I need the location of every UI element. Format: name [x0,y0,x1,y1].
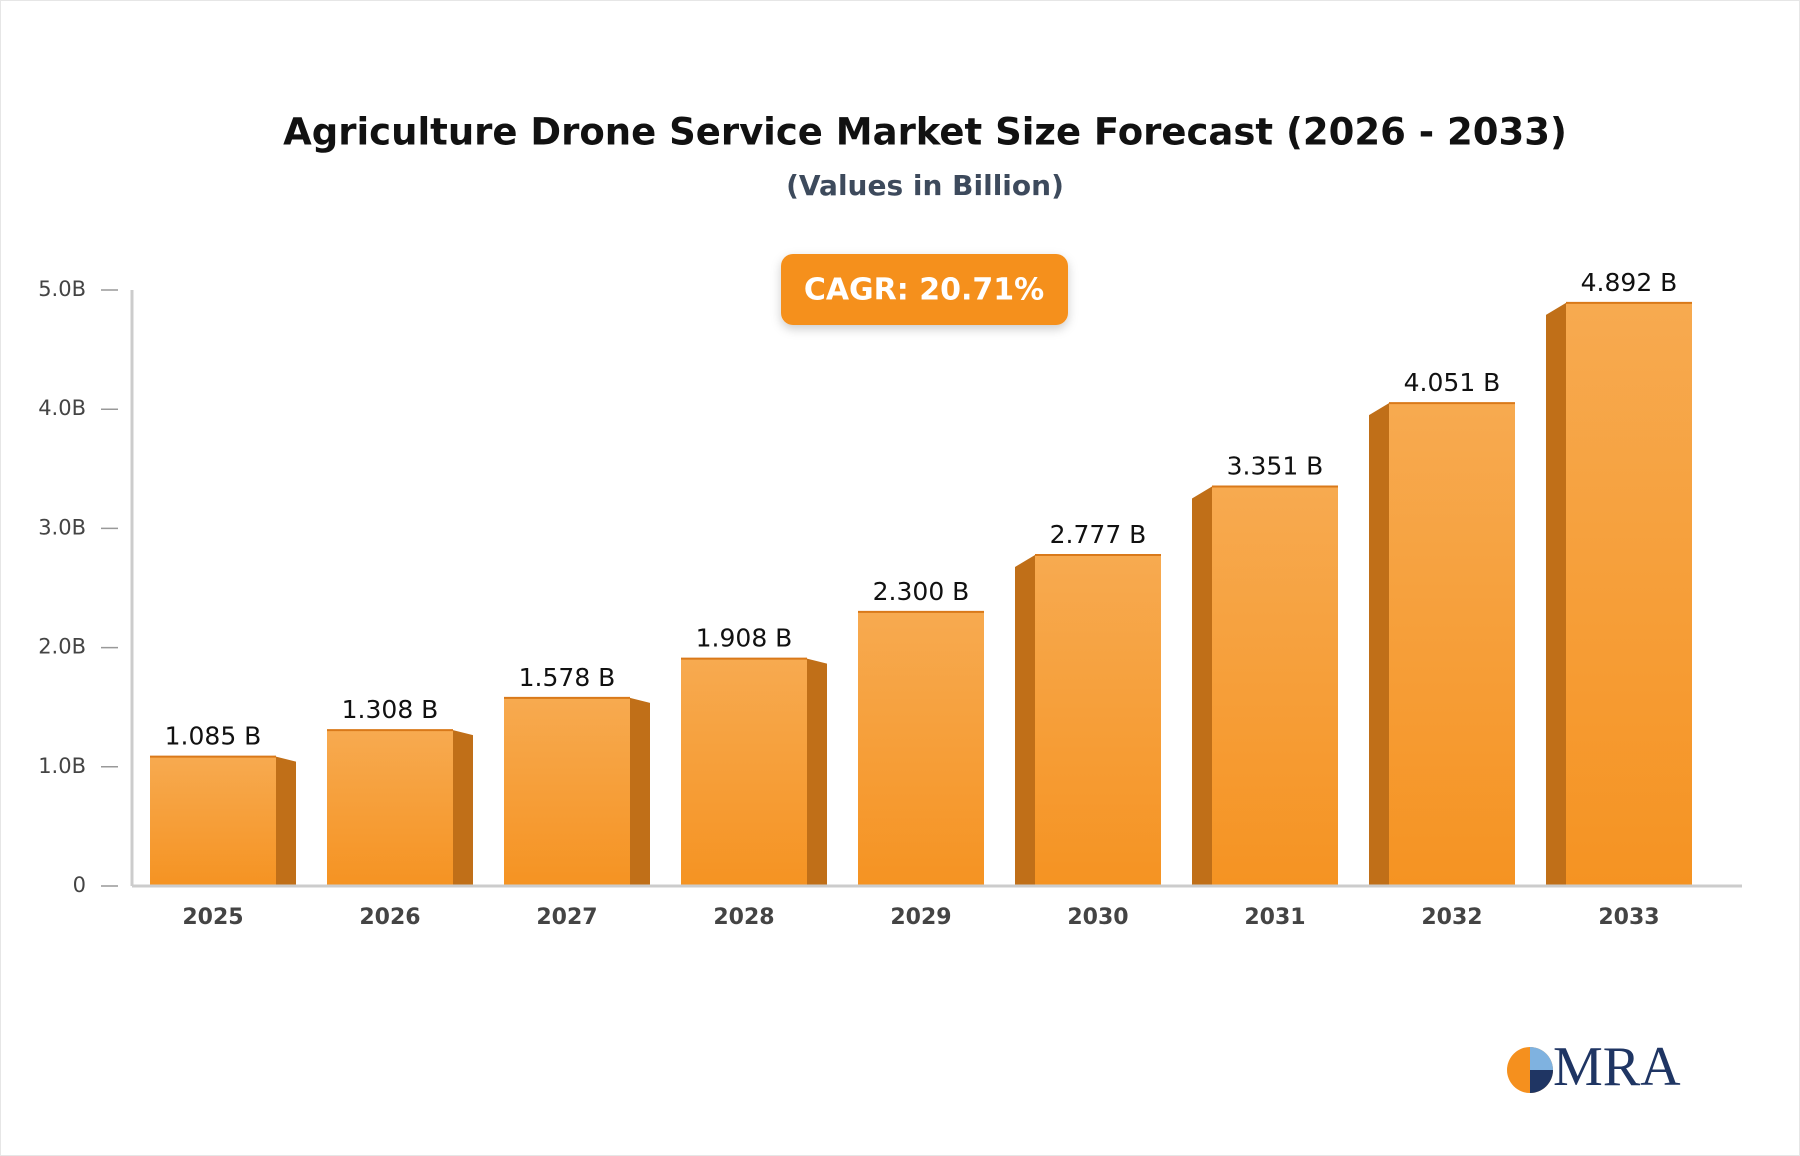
x-tick-label: 2025 [182,905,243,930]
y-tick-label: 4.0B [38,396,86,420]
bar [858,611,984,886]
logo-slice [1530,1070,1553,1093]
chart-subtitle: (Values in Billion) [786,169,1064,202]
bar [1212,486,1338,886]
bar-side [1015,554,1035,886]
logo-slice [1530,1047,1553,1070]
logo-text: MRA [1553,1036,1681,1098]
x-tick-label: 2029 [890,905,951,930]
value-label: 2.300 B [873,577,970,606]
value-label: 4.892 B [1581,268,1678,297]
chart-title: Agriculture Drone Service Market Size Fo… [283,111,1567,154]
bar [504,697,630,886]
bar-side [630,697,650,886]
value-label: 3.351 B [1227,452,1324,481]
value-label: 4.051 B [1404,368,1501,397]
bar-side [1546,302,1566,886]
bar [1389,403,1515,886]
y-tick-label: 5.0B [38,277,86,301]
bar [681,658,807,886]
bar-side [1369,403,1389,886]
value-label: 1.908 B [696,624,793,653]
bar [150,756,276,886]
bar-side [1192,486,1212,886]
x-tick-label: 2028 [713,905,774,930]
y-tick-label: 1.0B [38,754,86,778]
value-label: 1.085 B [165,722,262,751]
cagr-text: CAGR: 20.71% [804,273,1044,308]
x-tick-label: 2032 [1421,905,1482,930]
x-tick-label: 2026 [359,905,420,930]
value-label: 1.578 B [519,663,616,692]
value-label: 1.308 B [342,695,439,724]
bar-side [276,756,296,886]
value-label: 2.777 B [1050,520,1147,549]
x-tick-label: 2027 [536,905,597,930]
x-tick-label: 2031 [1244,905,1305,930]
y-tick-label: 3.0B [38,515,86,539]
bar-side [807,658,827,886]
x-tick-label: 2033 [1598,905,1659,930]
x-tick-label: 2030 [1067,905,1128,930]
y-tick-label: 0 [73,873,86,897]
cagr-badge [781,254,1068,325]
bar [327,730,453,886]
bar [1035,554,1161,886]
bar-side [453,730,473,886]
bar [1566,302,1692,886]
y-tick-label: 2.0B [38,635,86,659]
logo: MRA [1507,1036,1681,1098]
cagr-box [781,254,1068,325]
